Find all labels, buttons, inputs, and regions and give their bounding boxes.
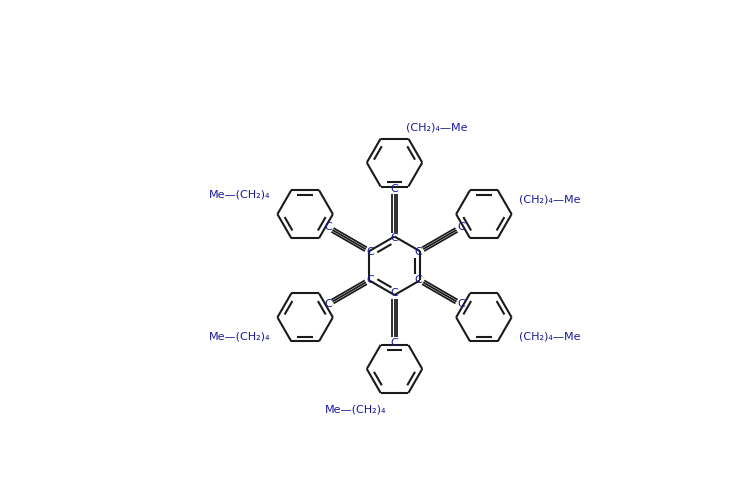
Text: C: C: [391, 289, 398, 298]
Text: (CH₂)₄—Me: (CH₂)₄—Me: [519, 332, 581, 342]
Text: Me—(CH₂)₄: Me—(CH₂)₄: [325, 405, 387, 415]
Text: C: C: [366, 275, 375, 285]
Text: Me—(CH₂)₄: Me—(CH₂)₄: [209, 332, 270, 342]
Text: C: C: [457, 299, 465, 309]
Text: (CH₂)₄—Me: (CH₂)₄—Me: [406, 123, 468, 133]
Text: C: C: [415, 247, 422, 257]
Text: (CH₂)₄—Me: (CH₂)₄—Me: [519, 195, 581, 205]
Text: C: C: [415, 275, 422, 285]
Text: C: C: [324, 299, 332, 309]
Text: C: C: [391, 338, 398, 348]
Text: C: C: [366, 247, 375, 257]
Text: C: C: [324, 222, 332, 232]
Text: C: C: [391, 184, 398, 194]
Text: C: C: [457, 222, 465, 232]
Text: C: C: [391, 233, 398, 243]
Text: Me—(CH₂)₄: Me—(CH₂)₄: [209, 190, 270, 199]
